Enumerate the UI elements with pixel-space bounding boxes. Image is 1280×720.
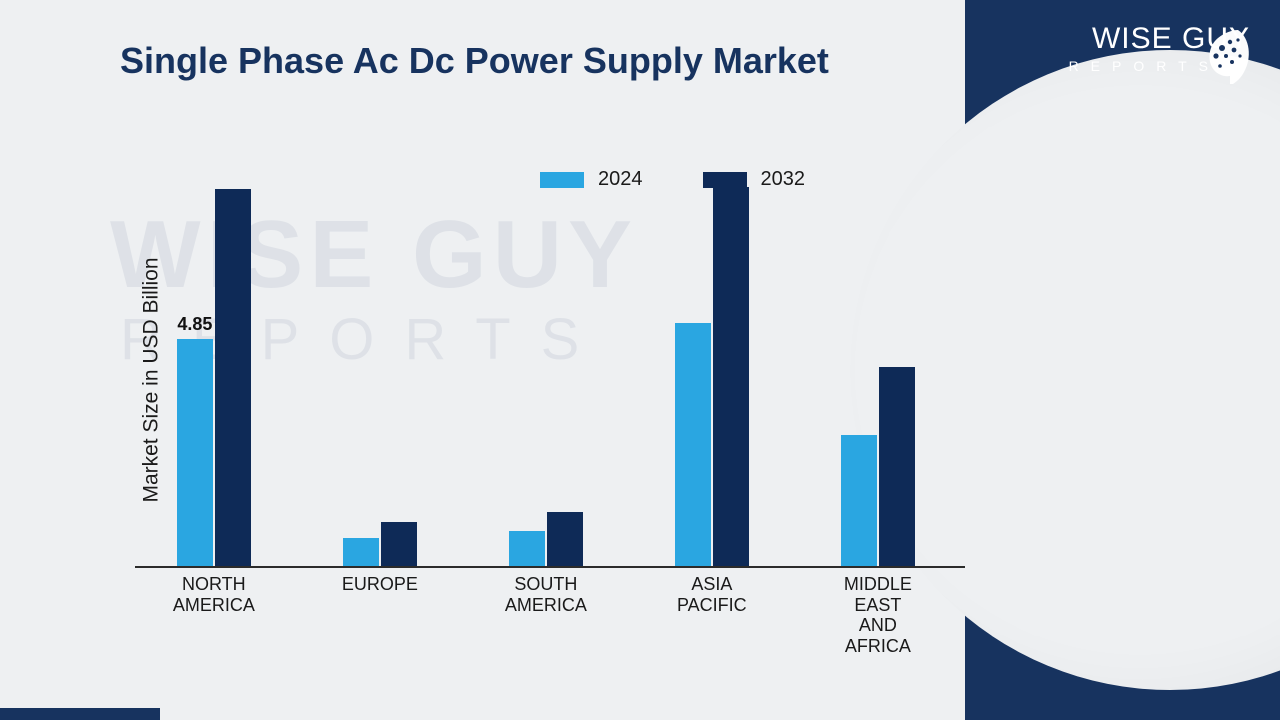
bar-2032 (713, 187, 749, 566)
category-label: MIDDLE EAST AND AFRICA (844, 574, 912, 657)
category-label: NORTH AMERICA (173, 574, 255, 615)
head-icon (1192, 26, 1254, 88)
bar-2024 (841, 435, 877, 566)
category-label: SOUTH AMERICA (505, 574, 587, 615)
brand-logo: WISE GUY REPORTS (1069, 22, 1250, 74)
bar-2032 (381, 522, 417, 566)
bar-2032 (215, 189, 251, 566)
bar-2032 (547, 512, 583, 566)
bar-2024: 4.85 (177, 339, 213, 566)
bar-2024 (675, 323, 711, 566)
plot-area: 4.85NORTH AMERICAEUROPESOUTH AMERICAASIA… (135, 170, 965, 568)
category-label: EUROPE (342, 574, 418, 595)
chart-area: Market Size in USD Billion 4.85NORTH AME… (105, 170, 975, 590)
category-label: ASIA PACIFIC (677, 574, 747, 615)
chart-title: Single Phase Ac Dc Power Supply Market (120, 38, 840, 83)
bar-2024 (343, 538, 379, 566)
footer-accent-bar (0, 708, 160, 720)
bar-2032 (879, 367, 915, 566)
bar-2024 (509, 531, 545, 566)
bar-value-label: 4.85 (177, 314, 212, 335)
